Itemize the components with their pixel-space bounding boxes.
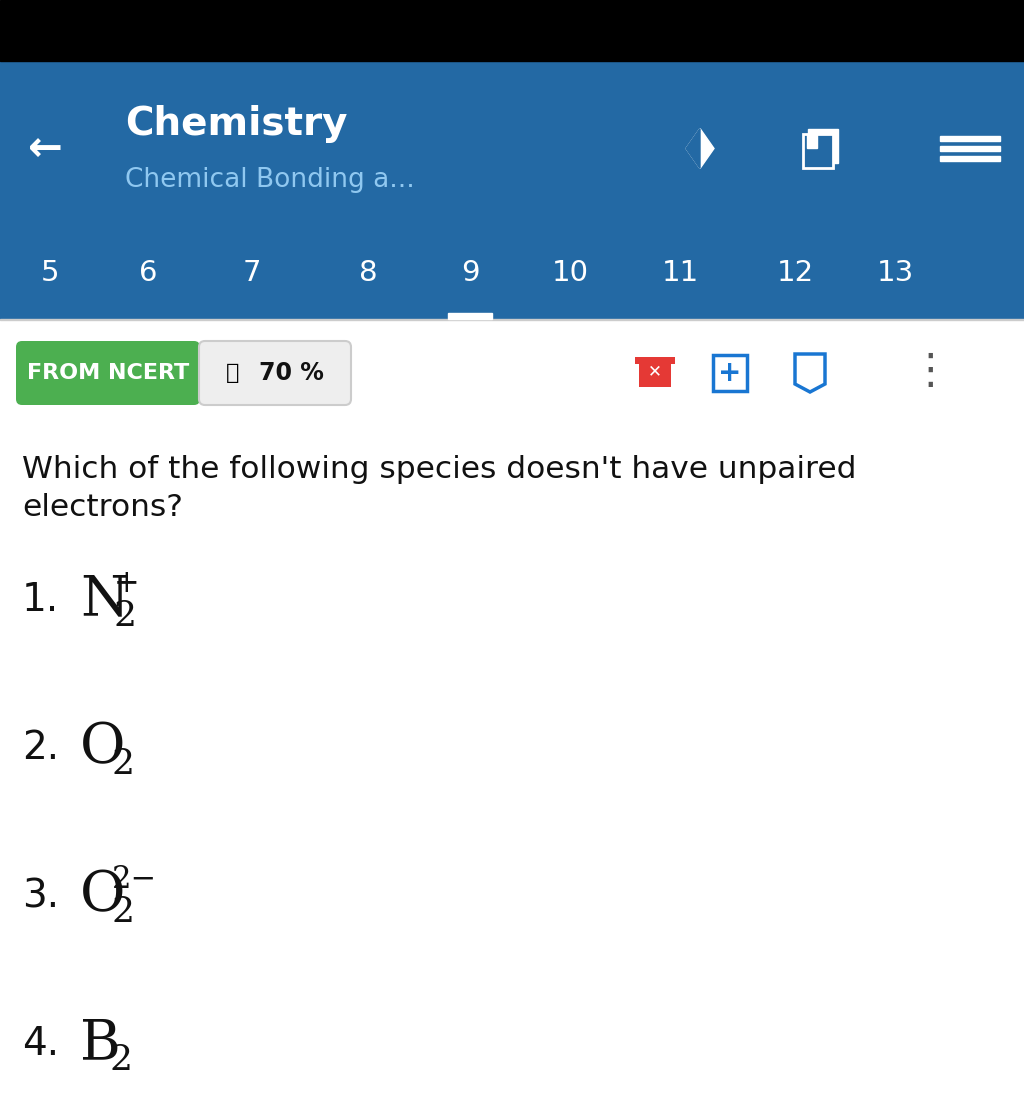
Text: +: +: [114, 568, 139, 599]
Text: 9: 9: [461, 259, 479, 286]
FancyBboxPatch shape: [199, 341, 351, 405]
Text: 2: 2: [114, 599, 137, 633]
Polygon shape: [686, 129, 700, 169]
Text: 12: 12: [776, 259, 813, 286]
Text: 10: 10: [552, 259, 589, 286]
Text: B: B: [80, 1017, 121, 1071]
Bar: [0, 0, 1024, 61]
Text: Which of the following species doesn't have unpaired: Which of the following species doesn't h…: [22, 455, 856, 484]
Text: 7: 7: [243, 259, 261, 286]
Text: Chemical Bonding a...: Chemical Bonding a...: [125, 166, 415, 193]
Text: 6: 6: [138, 259, 158, 286]
Bar: [940, 155, 1000, 161]
Text: Chemistry: Chemistry: [125, 105, 347, 143]
Bar: [0, 61, 1024, 236]
Bar: [807, 133, 817, 148]
FancyBboxPatch shape: [713, 355, 746, 391]
Text: +: +: [718, 359, 741, 387]
Text: 11: 11: [662, 259, 698, 286]
Text: 2: 2: [112, 747, 135, 781]
Bar: [639, 361, 671, 387]
Text: 70 %: 70 %: [259, 361, 325, 385]
Text: 1.: 1.: [22, 581, 59, 619]
Text: N: N: [80, 573, 129, 627]
Text: ⋮: ⋮: [909, 350, 951, 392]
Text: 👍: 👍: [226, 363, 240, 383]
Text: ←: ←: [28, 128, 62, 170]
Text: 3.: 3.: [22, 877, 59, 915]
Text: 2.: 2.: [22, 729, 59, 767]
Text: 4.: 4.: [22, 1025, 59, 1063]
Bar: [0, 319, 1024, 1110]
Text: O: O: [80, 869, 126, 924]
Polygon shape: [795, 354, 825, 392]
Text: 5: 5: [41, 259, 59, 286]
Bar: [940, 145, 1000, 151]
Text: 2: 2: [112, 895, 135, 929]
Bar: [808, 129, 838, 162]
Text: 2−: 2−: [112, 865, 157, 896]
Bar: [940, 135, 1000, 141]
Bar: [803, 133, 833, 168]
Text: 2: 2: [110, 1043, 133, 1077]
Bar: [635, 357, 675, 364]
Text: ✕: ✕: [648, 362, 662, 380]
Bar: [449, 313, 492, 319]
Text: FROM NCERT: FROM NCERT: [27, 363, 189, 383]
Text: 13: 13: [877, 259, 913, 286]
Polygon shape: [686, 129, 714, 169]
Text: electrons?: electrons?: [22, 493, 183, 522]
FancyBboxPatch shape: [16, 341, 200, 405]
Text: 8: 8: [358, 259, 377, 286]
Text: O: O: [80, 720, 126, 776]
Bar: [0, 236, 1024, 319]
